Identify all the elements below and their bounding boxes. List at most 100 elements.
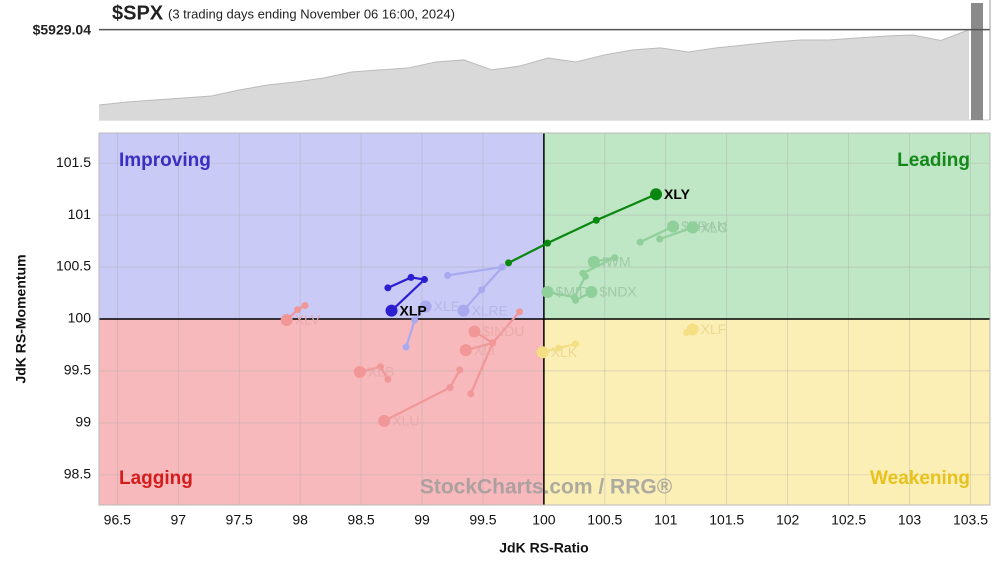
price-area [99,29,969,120]
x-tick-label: 103.5 [953,512,988,528]
tail-head [536,346,549,359]
series-label: IWM [602,254,631,270]
y-tick-label: 100 [68,310,92,326]
tail-point [402,343,410,351]
tail-point [420,276,428,284]
tail-head [385,304,398,317]
tail-point [579,269,587,277]
price-line [98,29,970,106]
tail-head [353,365,366,378]
quadrant-label: Leading [897,150,970,171]
y-tick-label: 99.5 [64,362,91,378]
series-label: XLB [368,364,394,380]
x-axis-label: JdK RS-Ratio [499,540,588,556]
y-tick-label: 99 [75,414,91,430]
tail-head [280,314,293,327]
tail-point [489,339,497,347]
x-tick-label: 97.5 [226,512,253,528]
tail-point [611,254,619,262]
tail-point [656,235,664,243]
tail-point [516,308,524,316]
last-price-label: $5929.04 [33,22,92,38]
tail-point [444,271,452,279]
watermark: StockCharts.com / RRG® [420,476,673,499]
tail-point [555,344,563,352]
tail-head [587,255,600,268]
x-tick-label: 100.5 [587,512,622,528]
series-label: XLU [392,413,419,429]
tail-point [456,366,464,374]
tail-point [498,263,506,271]
quadrant [99,133,544,319]
y-axis-label: JdK RS-Momentum [13,254,29,383]
quadrant-label: Improving [119,150,211,171]
tail-line [508,193,657,264]
series-label: $MID [556,284,589,300]
tail-line [387,276,427,312]
tail-head [686,221,699,234]
series-label: XLI [474,342,495,358]
y-tick-label: 101 [68,206,92,222]
x-tick-label: 99.5 [469,512,496,528]
series-label: XLV [295,312,321,328]
tail-head [457,304,470,317]
x-tick-label: 102.5 [831,512,866,528]
quadrant-label: Lagging [119,468,193,489]
series-label: XLC [701,219,728,235]
x-tick-label: 101 [654,512,678,528]
tail-point [505,259,513,267]
x-tick-label: 103 [898,512,922,528]
y-tick-label: 98.5 [64,466,91,482]
tail-line [639,225,674,244]
tail-point [384,284,392,292]
x-tick-label: 102 [776,512,800,528]
tail-head [686,323,699,336]
tail-point [301,301,309,309]
tail-point [544,239,552,247]
tail-point [384,375,392,383]
tail-point [572,296,580,304]
price-subtitle: (3 trading days ending November 06 16:00… [168,6,455,21]
series-label: $NDX [599,284,637,300]
series-label: XLF [701,321,727,337]
y-tick-label: 101.5 [56,154,91,170]
x-tick-label: 99 [414,512,430,528]
tail-point [407,273,415,281]
tail-head [459,344,472,357]
series-label: XLK [551,344,578,360]
tail-point [467,390,475,398]
x-tick-label: 96.5 [104,512,131,528]
x-tick-label: 101.5 [709,512,744,528]
tail-point [411,316,419,324]
tail-head [378,414,391,427]
tail-head [650,188,663,201]
tail-head [419,300,432,313]
tail-point [636,238,644,246]
tail-point [377,363,385,371]
series-label: $INDU [482,323,524,339]
period-band [971,3,983,120]
tail-head [468,325,481,338]
tail-head [667,220,680,233]
series-label: XLY [664,186,691,202]
tail-point [572,340,580,348]
tail-point [294,306,302,314]
plot-frame [98,132,991,506]
tail-point [446,384,454,392]
quadrant [543,319,990,505]
x-tick-label: 100 [532,512,556,528]
quadrant [543,133,990,319]
price-title: $SPX [112,2,164,24]
series-label: XLRE [471,302,508,318]
series-label: XLP [400,302,427,318]
tail-point [592,216,600,224]
tail-point [478,286,486,294]
x-tick-label: 98 [292,512,308,528]
quadrant-label: Weakening [870,468,970,489]
series-label: XLE [434,298,460,314]
x-tick-label: 97 [170,512,186,528]
tail-head [541,285,554,298]
y-tick-label: 100.5 [56,258,91,274]
tail-head [585,285,598,298]
